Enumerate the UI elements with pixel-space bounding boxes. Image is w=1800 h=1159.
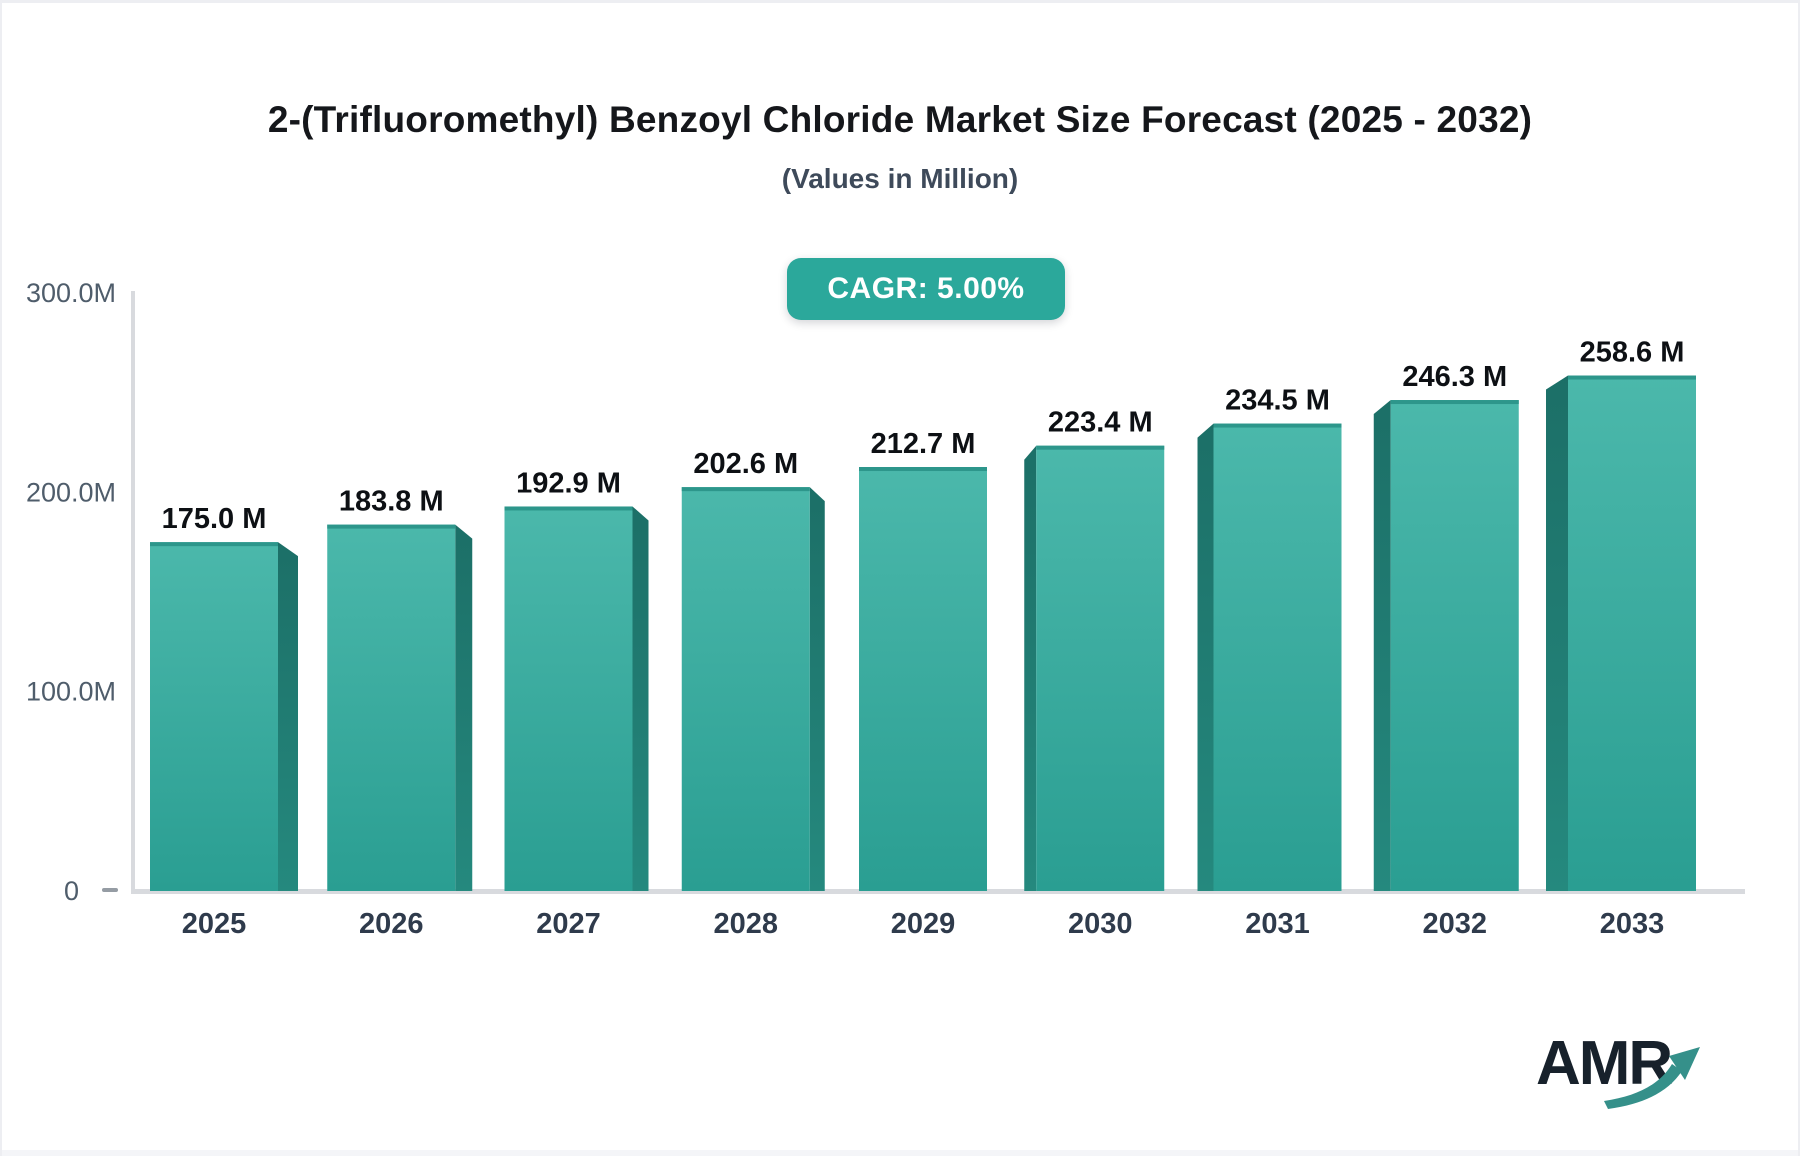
bar-top-edge xyxy=(859,467,987,472)
x-axis-label: 2030 xyxy=(1068,908,1133,940)
bar-side-face xyxy=(632,506,649,891)
bar-top-edge xyxy=(1036,445,1165,450)
bar-top-edge xyxy=(681,487,810,492)
y-axis-label: 0 xyxy=(64,876,79,906)
bar-value-label: 234.5 M xyxy=(1225,385,1330,417)
bar-top-edge xyxy=(1390,400,1519,405)
chart-title: 2-(Trifluoromethyl) Benzoyl Chloride Mar… xyxy=(267,99,1533,140)
bar-value-label: 258.6 M xyxy=(1580,337,1685,369)
growth-arrow-icon xyxy=(1604,1047,1700,1109)
bar-top-edge xyxy=(1213,423,1342,428)
x-axis-label: 2029 xyxy=(891,908,956,940)
bar-top-edge xyxy=(150,542,278,547)
bar-value-label: 212.7 M xyxy=(871,428,976,460)
x-axis-label: 2031 xyxy=(1245,908,1310,940)
bar-side-face xyxy=(1546,375,1568,891)
bar-side-face xyxy=(809,487,825,891)
cagr-badge: CAGR: 5.00% xyxy=(787,258,1065,320)
bar-face xyxy=(1036,445,1165,891)
amr-logo-text: AMR xyxy=(1536,1029,1673,1098)
bar-side-face xyxy=(455,524,473,891)
x-axis-label: 2027 xyxy=(536,908,601,940)
bar-value-label: 183.8 M xyxy=(339,486,444,518)
x-axis-label: 2026 xyxy=(359,908,424,940)
bar-value-label: 202.6 M xyxy=(693,448,798,480)
cagr-badge-label: CAGR: 5.00% xyxy=(827,272,1025,305)
bar-value-label: 246.3 M xyxy=(1402,361,1507,393)
bar-side-face xyxy=(278,542,298,891)
bar-value-label: 175.0 M xyxy=(162,503,267,535)
bar-side-face xyxy=(1197,423,1214,891)
bar-face xyxy=(1568,375,1696,891)
chart-subtitle: (Values in Million) xyxy=(781,163,1019,194)
y-axis-line xyxy=(131,291,135,894)
x-axis-label: 2032 xyxy=(1422,908,1487,940)
bar-top-edge xyxy=(1568,375,1696,380)
bar-face xyxy=(681,487,810,891)
bar-side-face xyxy=(1024,445,1037,891)
bar-side-face xyxy=(1373,400,1391,891)
x-axis-line xyxy=(131,889,1745,894)
amr-logo: AMR xyxy=(1530,1033,1770,1119)
bar-top-edge xyxy=(327,524,456,529)
x-axis-label: 2025 xyxy=(182,908,247,940)
bar-face xyxy=(1213,423,1342,891)
bar-value-label: 192.9 M xyxy=(516,467,621,499)
y-axis-label: 200.0M xyxy=(26,477,116,507)
zero-tick-dash xyxy=(102,888,118,892)
x-axis-label: 2033 xyxy=(1600,908,1665,940)
bar-face xyxy=(150,542,278,891)
bar-face xyxy=(859,467,987,891)
bar-face xyxy=(327,524,456,891)
bar-chart-area: 300.0M 200.0M 100.0M 0 175.0 M 2025 183.8 M 202… xyxy=(26,278,1745,940)
y-axis-label: 300.0M xyxy=(26,278,116,308)
bar-value-label: 223.4 M xyxy=(1048,407,1153,439)
bar-top-edge xyxy=(504,506,633,511)
bottom-strip xyxy=(2,1150,1798,1156)
y-axis-label: 100.0M xyxy=(26,677,116,707)
x-axis-label: 2028 xyxy=(713,908,778,940)
bar-face xyxy=(504,506,633,891)
bar-face xyxy=(1390,400,1519,891)
